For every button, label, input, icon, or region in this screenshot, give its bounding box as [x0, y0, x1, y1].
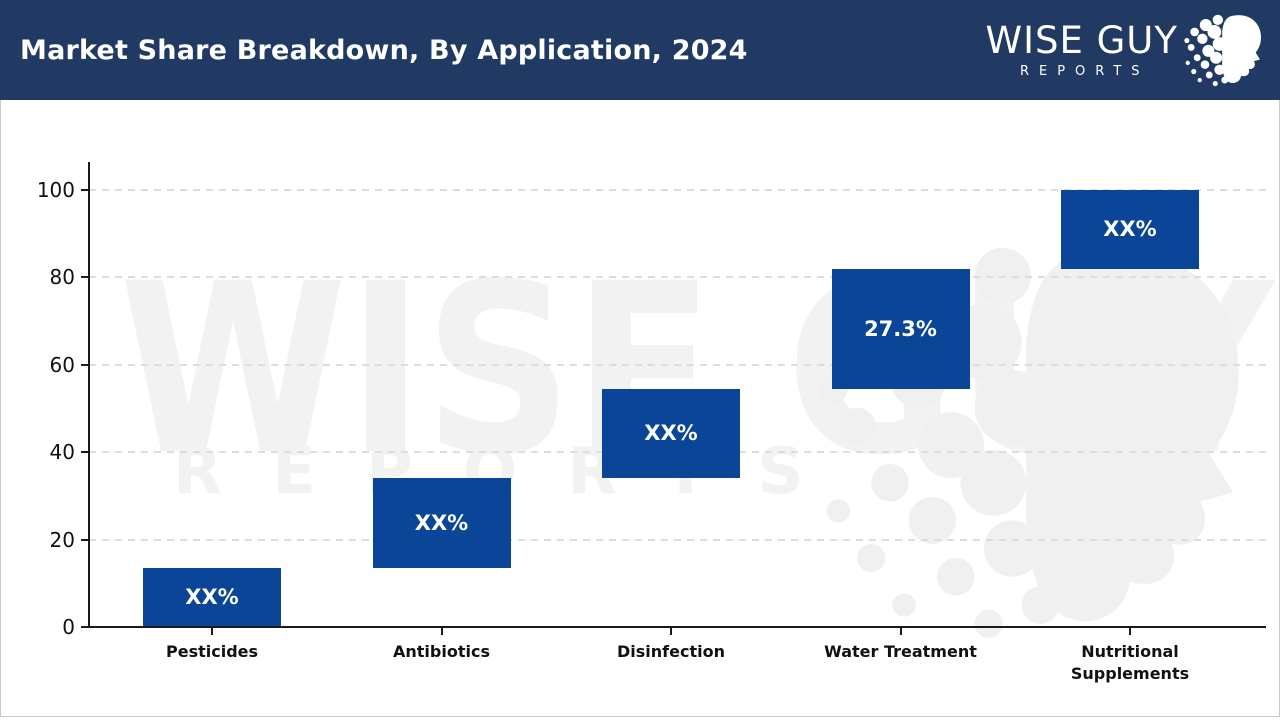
y-axis-tick-label: 0	[62, 615, 75, 639]
watermark-subtext: REPORTS	[173, 435, 854, 509]
y-tick-60	[81, 363, 89, 366]
bar-value-label-pesticides: XX%	[185, 585, 239, 610]
x-tick-pesticides	[211, 627, 213, 635]
gridline-60	[89, 363, 1266, 366]
gridline-80	[89, 276, 1266, 278]
bar-disinfection: XX%	[602, 388, 740, 478]
y-tick-100	[81, 188, 89, 191]
y-axis-tick-label: 20	[49, 527, 75, 552]
y-tick-0	[81, 626, 89, 628]
x-axis-label-antibiotics: Antibiotics	[393, 642, 490, 661]
y-tick-40	[81, 451, 89, 453]
y-axis-line	[88, 162, 90, 628]
x-axis-label-nutritional-supplements: Nutritional Supplements	[1070, 642, 1190, 683]
brand-name-text: WISE GUY	[985, 19, 1178, 62]
gridline-20	[89, 538, 1266, 541]
brand-face-icon	[1184, 14, 1262, 87]
y-axis-tick-label: 100	[36, 177, 75, 202]
x-axis-label-water-treatment: Water Treatment	[824, 642, 977, 661]
bar-value-label-antibiotics: XX%	[414, 510, 469, 535]
bar-pesticides: XX%	[143, 567, 281, 627]
y-axis-tick-label: 80	[49, 265, 75, 289]
x-tick-nutritional-supplements	[1129, 627, 1131, 635]
bar-value-label-water-treatment: 27.3%	[864, 316, 937, 341]
y-axis-tick-label: 40	[49, 440, 75, 464]
page-title: Market Share Breakdown, By Application, …	[20, 34, 748, 66]
bar-value-label-nutritional-supplements: XX%	[1103, 217, 1157, 242]
brand-subtitle-text: REPORTS	[1019, 64, 1150, 79]
x-axis-label-disinfection: Disinfection	[617, 642, 725, 661]
bar-water-treatment: 27.3%	[831, 269, 970, 389]
x-axis-line	[88, 626, 1266, 628]
chart-area: WISE GUY REPORTS 0 20 40 60 80 100 XX% Pesticid…	[0, 100, 1280, 717]
brand-logo: WISE GUY REPORTS	[986, 8, 1266, 92]
x-tick-disinfection	[670, 627, 672, 635]
y-tick-80	[81, 276, 89, 278]
gridline-100	[89, 188, 1266, 191]
x-tick-water-treatment	[899, 627, 902, 635]
x-axis-label-pesticides: Pesticides	[165, 642, 259, 661]
brand-wordmark: WISE GUY REPORTS	[986, 22, 1178, 78]
bar-value-label-disinfection: XX%	[644, 421, 698, 446]
x-tick-antibiotics	[440, 627, 443, 635]
bar-antibiotics: XX%	[372, 477, 511, 568]
header-bar: Market Share Breakdown, By Application, …	[0, 0, 1280, 100]
y-tick-20	[81, 538, 89, 541]
bar-nutritional-supplements: XX%	[1061, 189, 1199, 270]
y-axis-tick-label: 60	[49, 352, 75, 377]
